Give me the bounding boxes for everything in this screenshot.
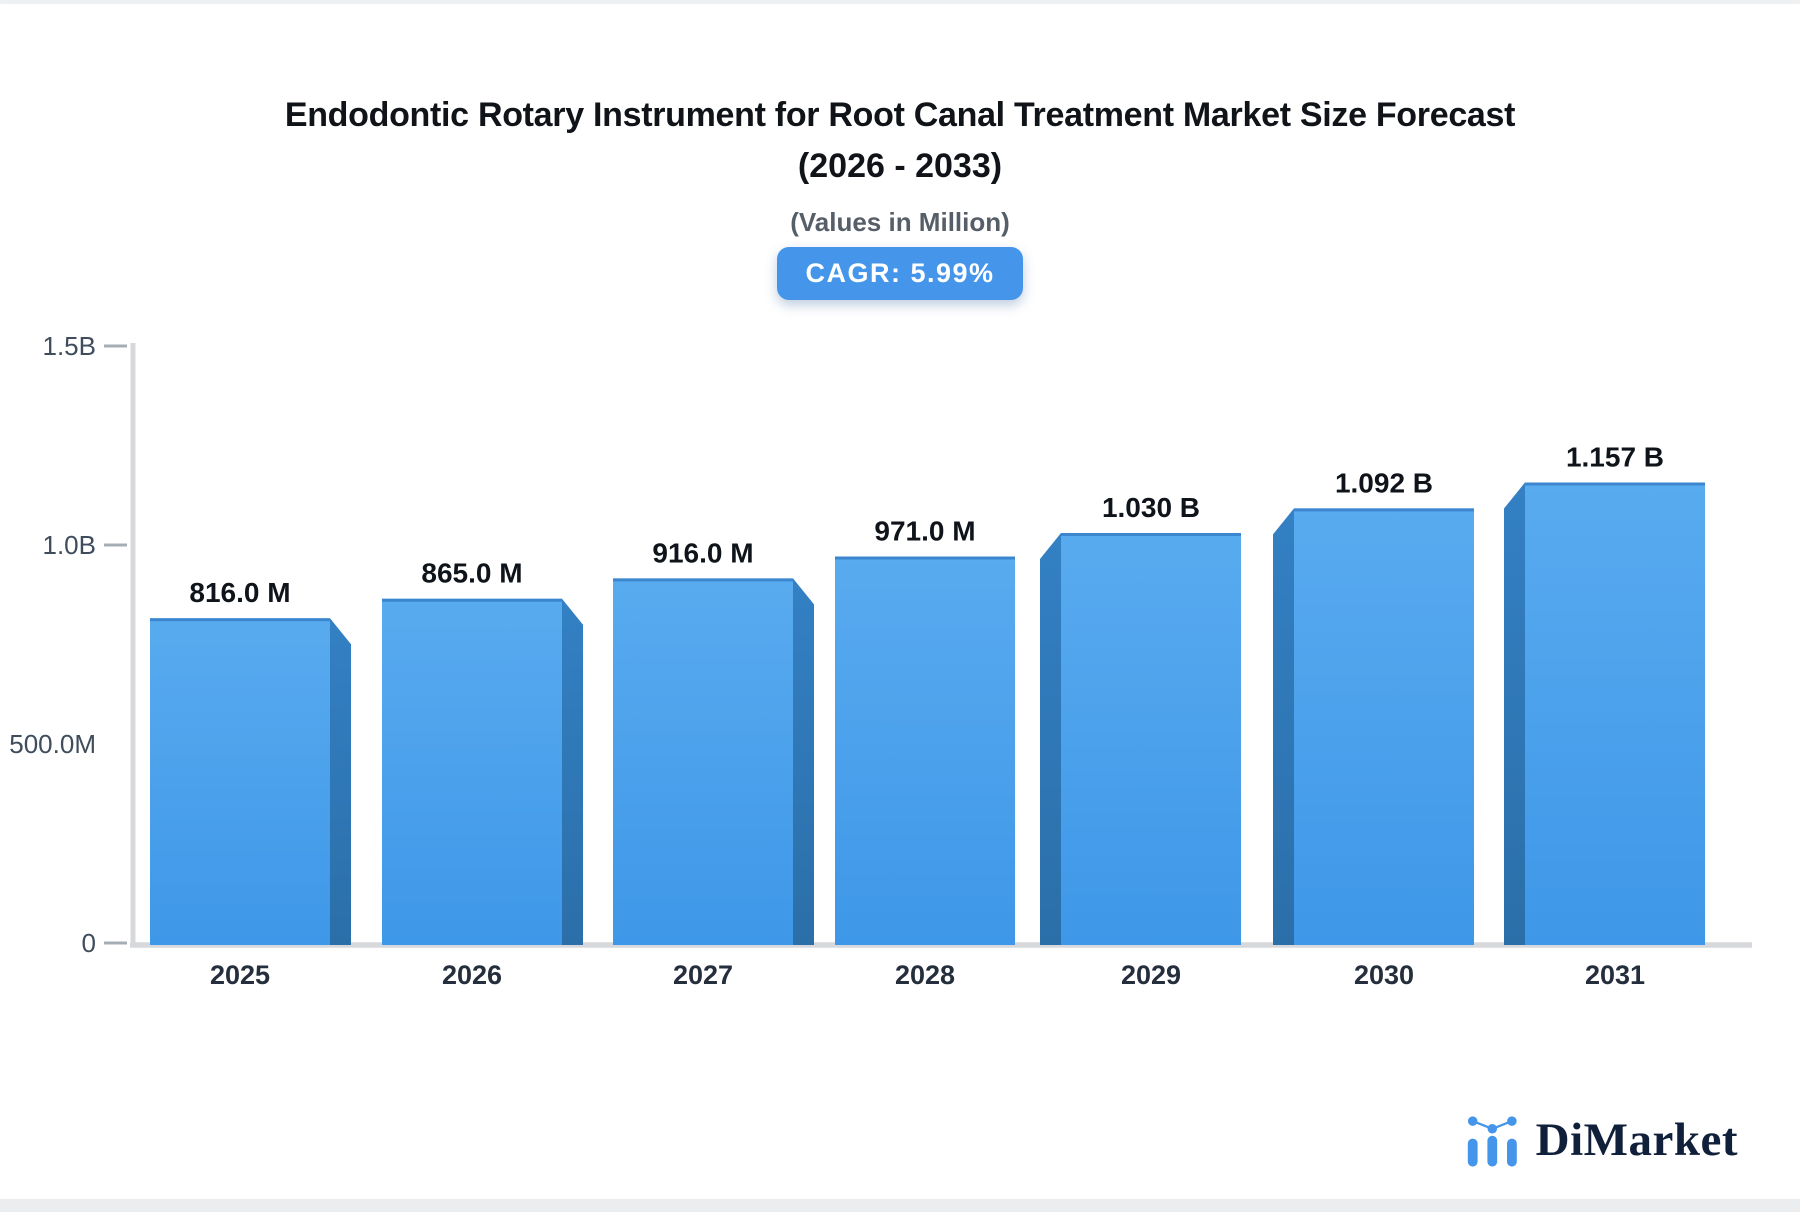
chart-header: Endodontic Rotary Instrument for Root Ca… — [0, 0, 1800, 300]
bar-face — [1061, 533, 1241, 945]
bar-2031[interactable]: 1.157 B 2031 — [1504, 442, 1705, 990]
bar-2028[interactable]: 971.0 M 2028 — [835, 516, 1015, 990]
bar-value-label: 1.030 B — [1102, 492, 1200, 523]
bar-face — [1294, 508, 1474, 945]
chart-subtitle: (Values in Million) — [790, 207, 1010, 237]
bar-2025[interactable]: 816.0 M 2025 — [150, 577, 351, 990]
y-axis-tick-label: 1.0B — [43, 530, 97, 560]
page-top-edge — [0, 0, 1800, 4]
bar-value-label: 1.092 B — [1335, 467, 1433, 498]
page-bottom-edge — [0, 1199, 1800, 1212]
x-axis-label: 2031 — [1585, 960, 1645, 990]
x-axis-label: 2030 — [1354, 960, 1414, 990]
bar-2030[interactable]: 1.092 B 2030 — [1273, 467, 1474, 990]
x-axis-label: 2027 — [673, 960, 733, 990]
bar-side-face — [562, 598, 583, 945]
x-axis-label: 2029 — [1121, 960, 1181, 990]
bar-2029[interactable]: 1.030 B 2029 — [1040, 492, 1241, 990]
bar-2027[interactable]: 916.0 M 2027 — [613, 537, 814, 990]
bar-face — [1525, 482, 1705, 945]
bar-side-face — [1504, 482, 1525, 945]
bar-value-label: 971.0 M — [874, 516, 975, 547]
bar-2026[interactable]: 865.0 M 2026 — [382, 558, 583, 990]
y-axis-tick-label: 500.0M — [9, 729, 96, 759]
bar-value-label: 1.157 B — [1566, 442, 1664, 473]
bar-side-face — [1273, 508, 1294, 945]
y-axis-tick-label: 0 — [82, 928, 96, 958]
bar-side-face — [793, 578, 814, 945]
bar-value-label: 816.0 M — [189, 577, 290, 608]
y-axis-tick-label: 1.5B — [43, 331, 97, 361]
x-axis-label: 2025 — [210, 960, 270, 990]
chart-title: Endodontic Rotary Instrument for Root Ca… — [284, 96, 1516, 134]
bar-face — [835, 556, 1015, 945]
bar-value-label: 865.0 M — [421, 558, 522, 589]
bar-face — [150, 618, 330, 945]
cagr-badge: CAGR: 5.99% — [777, 247, 1023, 300]
bar-side-face — [1040, 533, 1061, 945]
bar-face — [382, 598, 562, 945]
dimarket-logo-icon — [1467, 1116, 1517, 1167]
x-axis-label: 2028 — [895, 960, 955, 990]
dimarket-logo: DiMarket — [1464, 1112, 1738, 1168]
x-axis-label: 2026 — [442, 960, 502, 990]
bar-face — [613, 578, 793, 945]
bar-value-label: 916.0 M — [652, 537, 753, 568]
dimarket-logo-text: DiMarket — [1535, 1114, 1738, 1166]
bar-side-face — [330, 618, 351, 945]
chart-title-range: (2026 - 2033) — [797, 147, 1003, 185]
